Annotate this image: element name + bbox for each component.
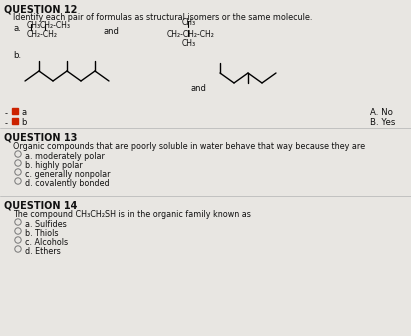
Text: CH₃: CH₃ [182, 39, 196, 48]
Circle shape [15, 178, 21, 184]
Text: CH₂-CH₂: CH₂-CH₂ [27, 30, 58, 39]
Text: a. Sulfides: a. Sulfides [25, 220, 67, 229]
Text: and: and [190, 84, 206, 93]
Text: QUESTION 12: QUESTION 12 [4, 4, 77, 14]
Text: a.: a. [13, 24, 21, 33]
Bar [12, 108, 18, 114]
Text: and: and [103, 27, 119, 36]
Text: a. moderately polar: a. moderately polar [25, 152, 105, 161]
Text: CH₃: CH₃ [27, 21, 41, 30]
Circle shape [15, 246, 21, 252]
Text: b.: b. [13, 51, 21, 60]
Text: QUESTION 13: QUESTION 13 [4, 133, 77, 143]
Text: b. highly polar: b. highly polar [25, 161, 83, 170]
Text: d. covalently bonded: d. covalently bonded [25, 179, 110, 188]
Circle shape [15, 219, 21, 225]
Text: c. generally nonpolar: c. generally nonpolar [25, 170, 111, 179]
Text: -: - [5, 109, 8, 118]
Bar [12, 118, 18, 124]
Circle shape [15, 169, 21, 175]
Text: a: a [21, 108, 26, 117]
Text: c. Alcohols: c. Alcohols [25, 238, 68, 247]
Circle shape [15, 160, 21, 166]
Text: The compound CH₃CH₂SH is in the organic family known as: The compound CH₃CH₂SH is in the organic … [13, 210, 251, 219]
Text: d. Ethers: d. Ethers [25, 247, 61, 256]
Text: b. Thiols: b. Thiols [25, 229, 58, 238]
Text: B. Yes: B. Yes [370, 118, 395, 127]
Text: CH₃: CH₃ [182, 18, 196, 27]
Circle shape [15, 151, 21, 157]
Text: -: - [5, 119, 8, 128]
Circle shape [15, 237, 21, 243]
Text: Organic compounds that are poorly soluble in water behave that way because they : Organic compounds that are poorly solubl… [13, 142, 365, 151]
Text: Identify each pair of formulas as structural isomers or the same molecule.: Identify each pair of formulas as struct… [13, 13, 312, 22]
Text: A. No: A. No [370, 108, 393, 117]
Text: b: b [21, 118, 26, 127]
Circle shape [15, 228, 21, 234]
Text: CH₂-CH₂-CH₂: CH₂-CH₂-CH₂ [167, 30, 215, 39]
Text: QUESTION 14: QUESTION 14 [4, 201, 77, 211]
Text: CH₂-CH₃: CH₂-CH₃ [40, 21, 71, 30]
